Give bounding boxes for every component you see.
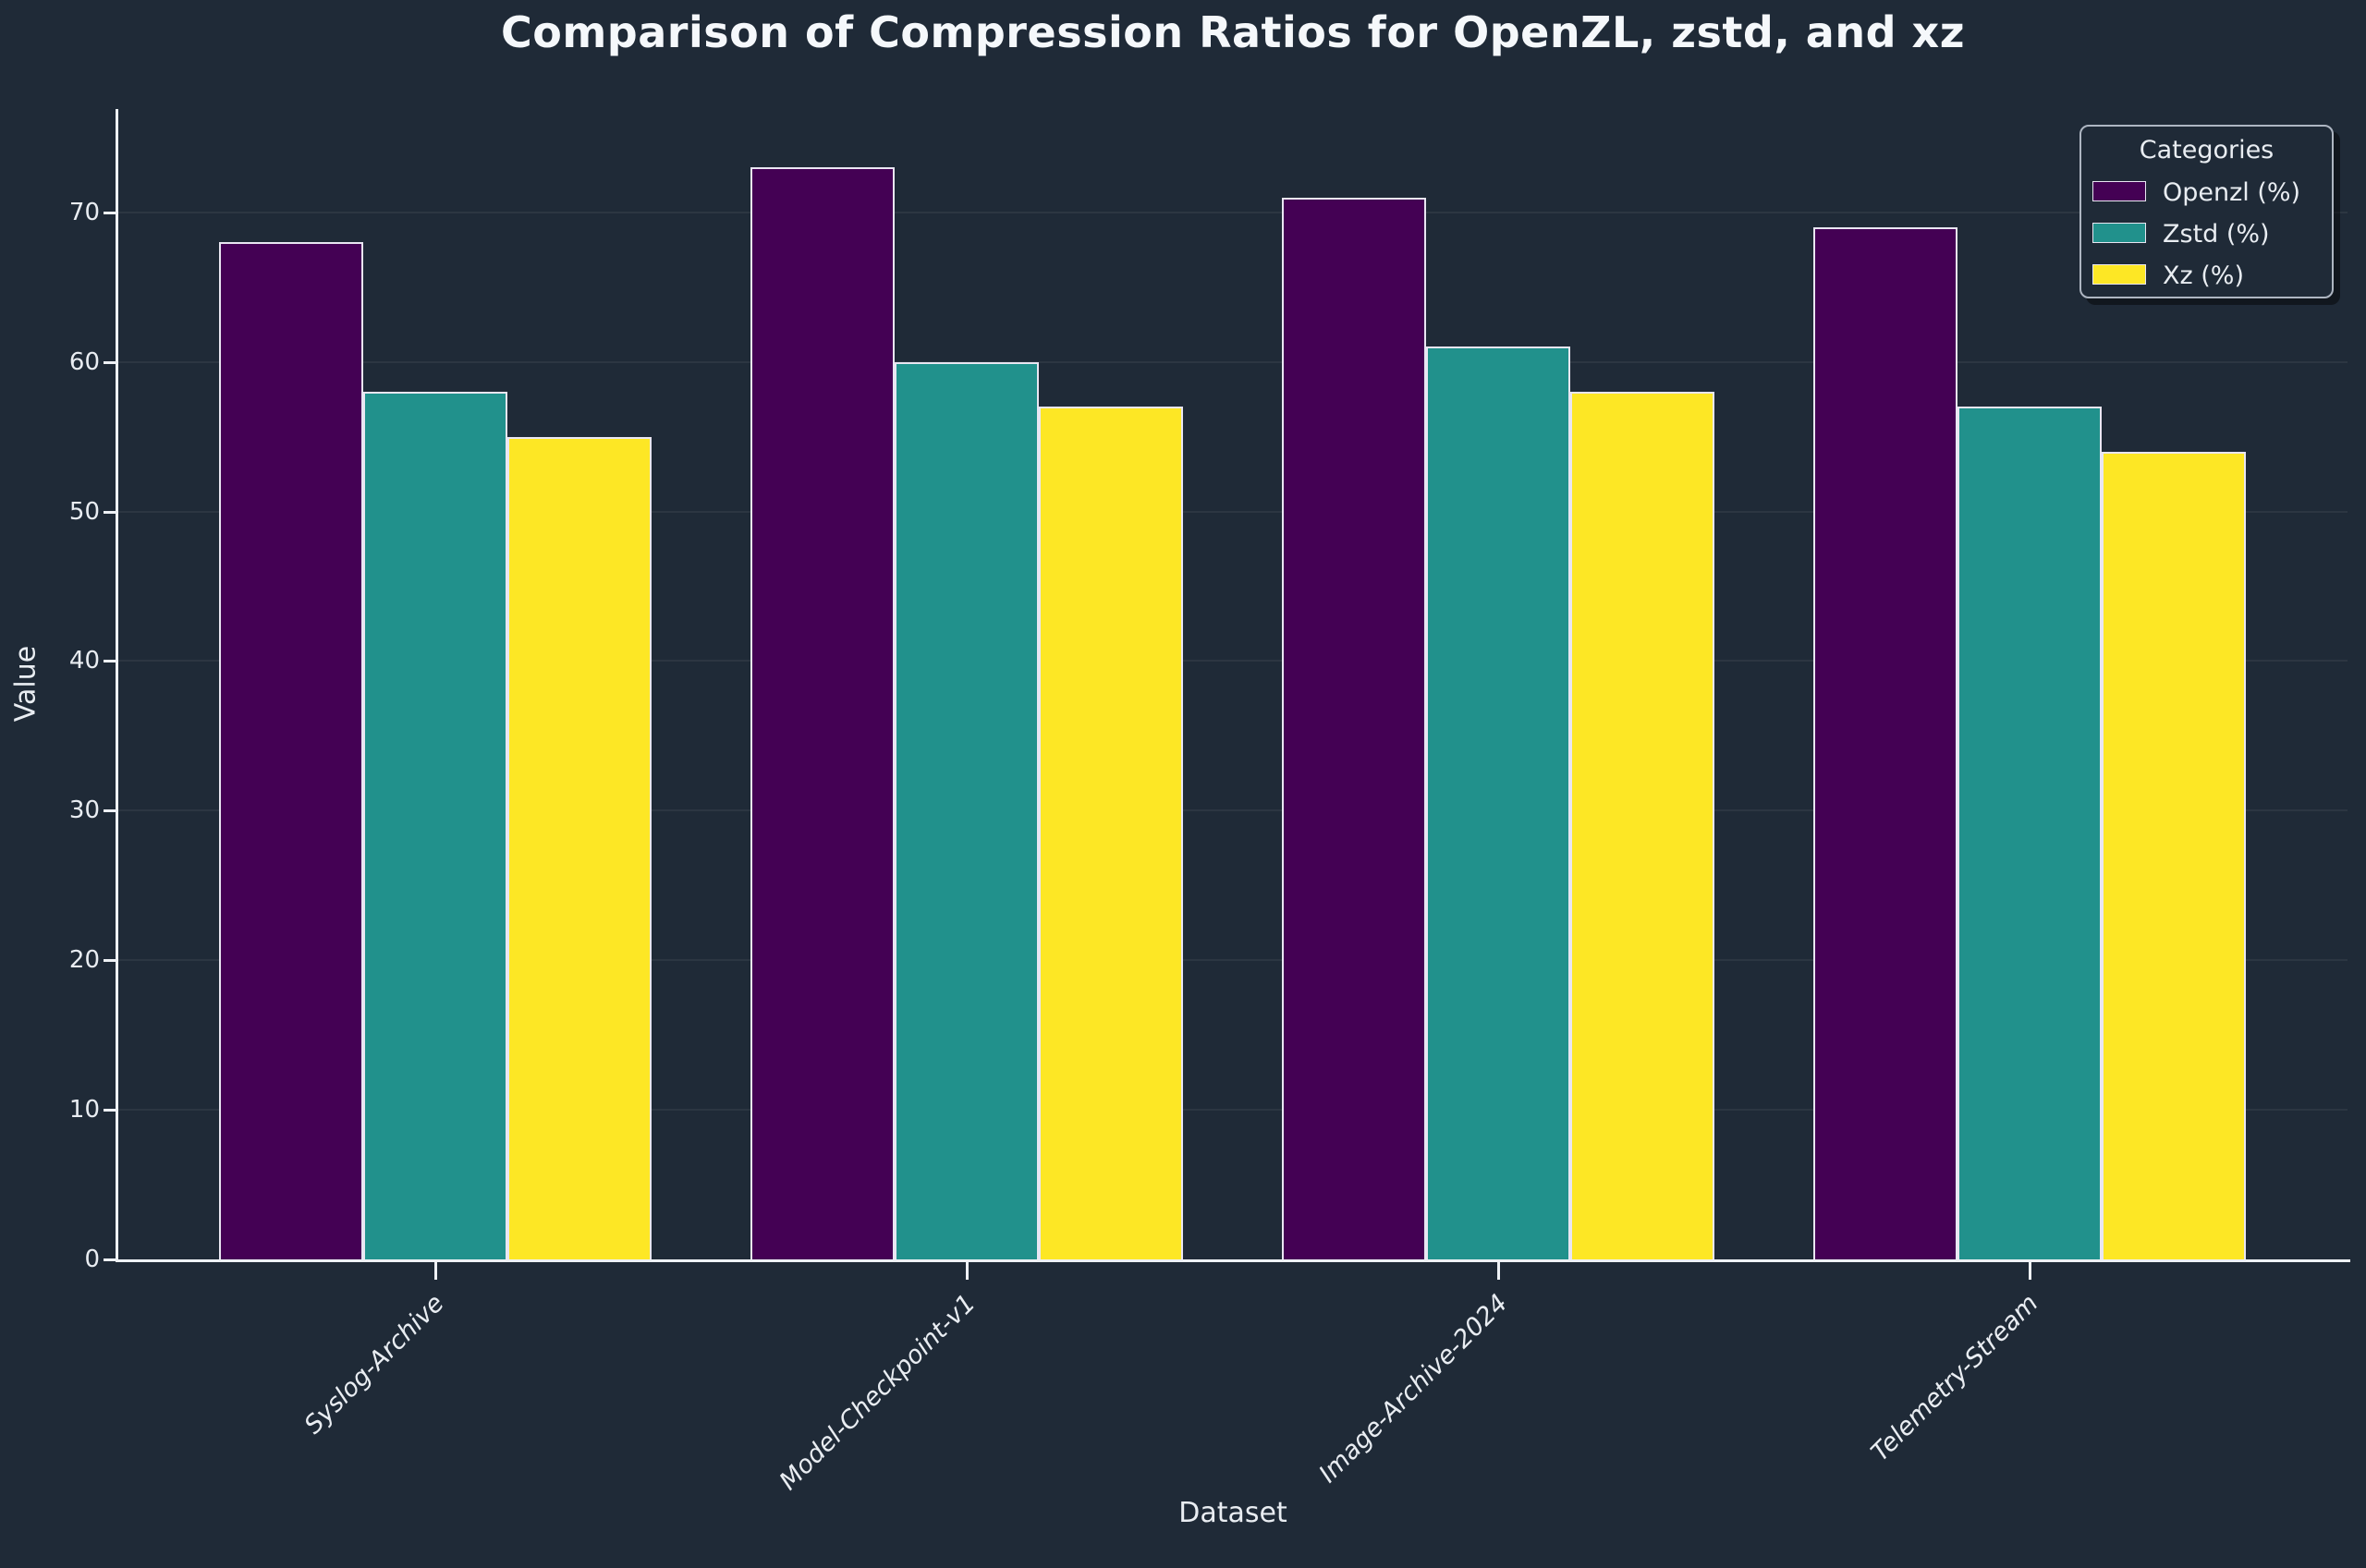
gridline-y-30 [118,809,2348,812]
chart-title: Comparison of Compression Ratios for Ope… [501,7,1965,57]
y-tick-label-50: 50 [68,497,100,526]
x-tick-telemetry-stream [2028,1259,2031,1280]
x-tick-label-model-checkpoint-v1: Model-Checkpoint-v1 [774,1289,982,1496]
y-tick-0 [104,1258,118,1261]
bar-zstd-syslog-archive [363,391,507,1259]
x-tick-label-telemetry-stream: Telemetry-Stream [1866,1289,2044,1467]
y-tick-50 [104,510,118,514]
gridline-y-60 [118,360,2348,363]
bar-openzl-telemetry-stream [1813,226,1957,1259]
x-tick-label-syslog-archive: Syslog-Archive [299,1289,450,1440]
y-tick-label-20: 20 [68,946,100,975]
legend-item-xz: Xz (%) [2081,262,2332,290]
y-axis-line [116,109,118,1262]
bar-openzl-syslog-archive [219,242,363,1259]
y-tick-label-70: 70 [68,198,100,226]
legend-item-zstd: Zstd (%) [2081,221,2332,249]
gridline-y-70 [118,211,2348,213]
bar-xz-model-checkpoint-v1 [1039,407,1183,1259]
legend-title: Categories [2139,136,2275,164]
x-axis-title: Dataset [1178,1497,1287,1529]
x-axis-line [116,1259,2350,1262]
y-tick-40 [104,660,118,663]
y-tick-10 [104,1109,118,1112]
legend-label-zstd: Zstd (%) [2163,220,2270,249]
bar-zstd-telemetry-stream [1957,407,2102,1259]
legend-item-openzl: Openzl (%) [2081,179,2332,207]
gridline-y-40 [118,660,2348,662]
y-tick-20 [104,959,118,963]
y-tick-60 [104,360,118,364]
x-tick-label-image-archive-2024: Image-Archive-2024 [1312,1289,1513,1489]
bar-openzl-image-archive-2024 [1282,197,1426,1259]
legend-swatch-zstd [2092,223,2146,243]
bar-openzl-model-checkpoint-v1 [750,167,895,1259]
bar-xz-syslog-archive [507,436,652,1259]
gridline-y-20 [118,959,2348,962]
x-tick-image-archive-2024 [1496,1259,1500,1280]
bar-zstd-model-checkpoint-v1 [895,361,1039,1259]
gridline-y-50 [118,510,2348,513]
legend-swatch-openzl [2092,181,2146,201]
bar-xz-image-archive-2024 [1570,391,1714,1259]
y-tick-label-10: 10 [68,1096,100,1124]
bar-zstd-image-archive-2024 [1426,346,1570,1259]
gridline-y-10 [118,1109,2348,1112]
bar-xz-telemetry-stream [2102,451,2246,1259]
legend-swatch-xz [2092,264,2146,285]
y-tick-label-0: 0 [84,1246,100,1273]
y-tick-30 [104,809,118,813]
x-tick-model-checkpoint-v1 [965,1259,969,1280]
legend: Categories Openzl (%) Zstd (%) Xz (%) [2079,125,2334,298]
x-tick-syslog-archive [433,1259,437,1280]
y-tick-label-30: 30 [68,796,100,825]
legend-label-openzl: Openzl (%) [2163,178,2301,207]
y-tick-label-60: 60 [68,347,100,376]
y-tick-label-40: 40 [68,647,100,675]
y-tick-70 [104,211,118,214]
legend-label-xz: Xz (%) [2163,261,2244,290]
